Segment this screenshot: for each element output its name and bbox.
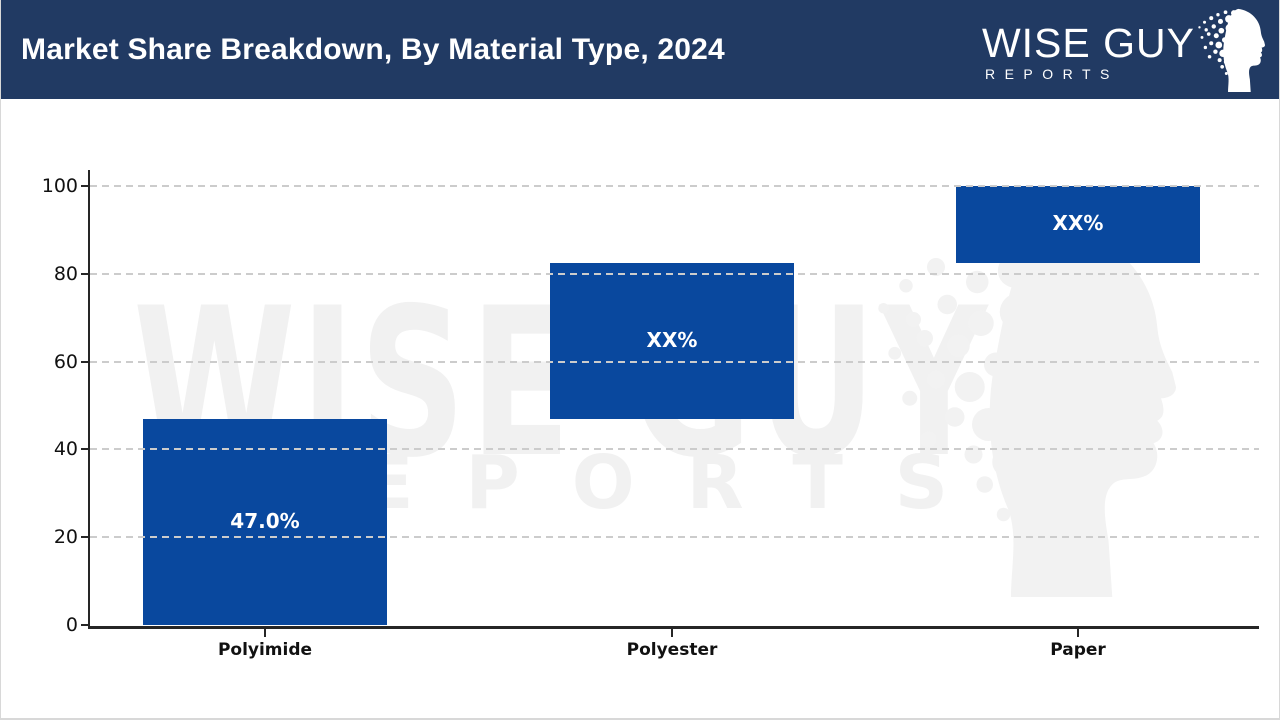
y-tick-100 bbox=[81, 185, 89, 187]
logo-text: WISE GUY REPORTS bbox=[981, 19, 1195, 82]
y-tick-label-80: 80 bbox=[53, 262, 78, 285]
x-axis bbox=[88, 626, 1259, 629]
wise-guy-reports-logo: WISE GUY REPORTS bbox=[982, 7, 1267, 93]
logo-wise-guy-label: WISE GUY bbox=[981, 19, 1195, 66]
x-tick-polyester bbox=[671, 629, 673, 637]
y-tick-60 bbox=[81, 360, 89, 363]
category-label-polyimide: Polyimide bbox=[217, 640, 313, 660]
bar-value-label-polyester: XX% bbox=[646, 327, 698, 352]
x-tick-paper bbox=[1077, 629, 1079, 637]
bar-polyester bbox=[550, 262, 794, 419]
gridline-20 bbox=[90, 536, 1259, 539]
bar-paper bbox=[956, 186, 1200, 263]
y-tick-label-40: 40 bbox=[53, 438, 78, 461]
bar-value-label-polyimide: 47.0% bbox=[230, 508, 300, 533]
logo-reports-label: REPORTS bbox=[984, 65, 1119, 82]
category-label-polyester: Polyester bbox=[626, 640, 718, 660]
y-tick-20 bbox=[81, 536, 89, 539]
bar-polyimide bbox=[143, 418, 387, 625]
y-tick-label-100: 100 bbox=[41, 175, 78, 197]
y-tick-label-20: 20 bbox=[53, 526, 78, 549]
category-label-paper: Paper bbox=[1050, 640, 1106, 660]
watermark-head-dots-icon bbox=[878, 225, 1176, 597]
gridline-100 bbox=[90, 185, 1259, 187]
y-tick-40 bbox=[81, 448, 89, 451]
gridline-40 bbox=[90, 448, 1259, 451]
y-tick-80 bbox=[81, 272, 89, 275]
y-tick-label-0: 0 bbox=[65, 614, 78, 636]
page-title: Market Share Breakdown, By Material Type… bbox=[21, 33, 725, 66]
gridline-60 bbox=[90, 360, 1259, 363]
y-axis bbox=[88, 170, 90, 629]
y-tick-0 bbox=[81, 624, 89, 626]
header-bar: Market Share Breakdown, By Material Type… bbox=[1, 0, 1279, 99]
bar-value-label-paper: XX% bbox=[1052, 211, 1104, 236]
logo-head-dots-icon bbox=[1198, 8, 1265, 92]
gridline-80 bbox=[90, 272, 1259, 275]
x-tick-polyimide bbox=[264, 629, 266, 637]
y-tick-label-60: 60 bbox=[53, 350, 78, 373]
